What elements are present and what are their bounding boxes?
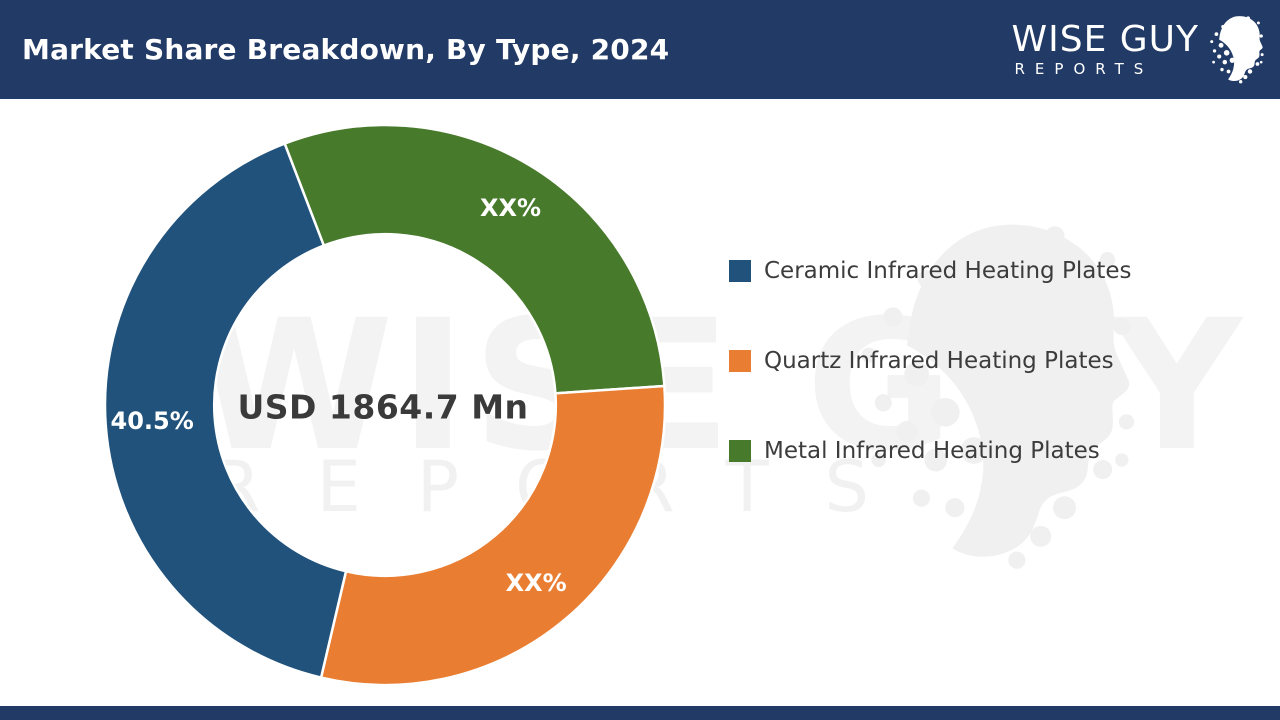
segment-label-metal: XX% bbox=[480, 194, 542, 223]
page-title: Market Share Breakdown, By Type, 2024 bbox=[22, 33, 670, 66]
legend-swatch-metal bbox=[729, 440, 751, 462]
legend-item-metal: Metal Infrared Heating Plates bbox=[729, 435, 1131, 467]
wise-guy-logo: WISE GUY REPORTS bbox=[1012, 12, 1265, 88]
segment-label-quartz: XX% bbox=[505, 568, 567, 597]
legend-label-metal: Metal Infrared Heating Plates bbox=[764, 438, 1100, 464]
logo-line-reports: REPORTS bbox=[1014, 60, 1154, 78]
legend-swatch-quartz bbox=[729, 350, 751, 372]
legend-swatch-ceramic bbox=[729, 260, 751, 282]
legend-item-quartz: Quartz Infrared Heating Plates bbox=[729, 345, 1131, 377]
legend-label-ceramic: Ceramic Infrared Heating Plates bbox=[764, 258, 1132, 284]
legend-label-quartz: Quartz Infrared Heating Plates bbox=[764, 348, 1114, 374]
chart-center-value: USD 1864.7 Mn bbox=[237, 387, 529, 427]
logo-face-icon bbox=[1210, 15, 1264, 83]
footer-bar bbox=[0, 706, 1280, 720]
logo-wordmark: WISE GUY REPORTS bbox=[1012, 22, 1200, 77]
header-bar: Market Share Breakdown, By Type, 2024 WI… bbox=[0, 0, 1280, 99]
segment-label-ceramic: 40.5% bbox=[110, 406, 194, 435]
chart-legend: Ceramic Infrared Heating Plates Quartz I… bbox=[729, 255, 1131, 467]
logo-line-wise-guy: WISE GUY bbox=[1011, 19, 1199, 60]
legend-item-ceramic: Ceramic Infrared Heating Plates bbox=[729, 255, 1131, 287]
